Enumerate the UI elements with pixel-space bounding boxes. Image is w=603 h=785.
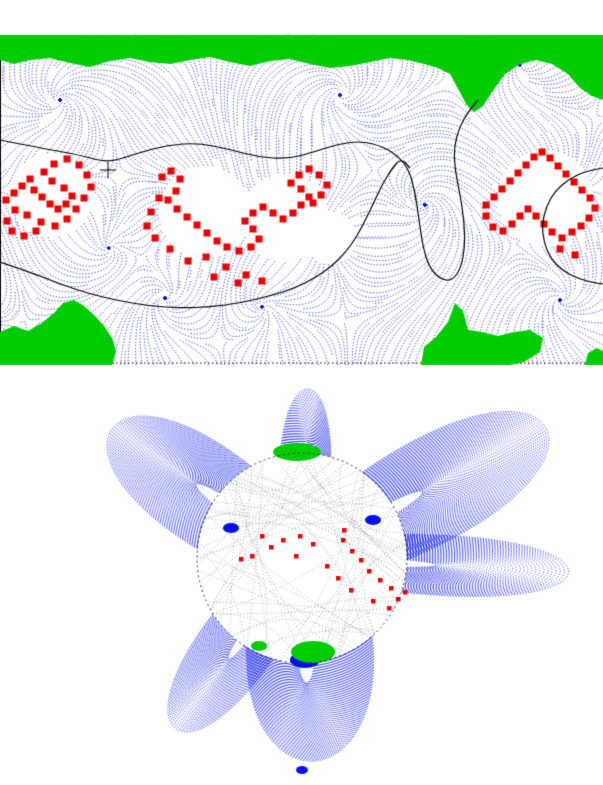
figure — [0, 0, 603, 785]
field-line-plot-canvas — [0, 0, 603, 785]
